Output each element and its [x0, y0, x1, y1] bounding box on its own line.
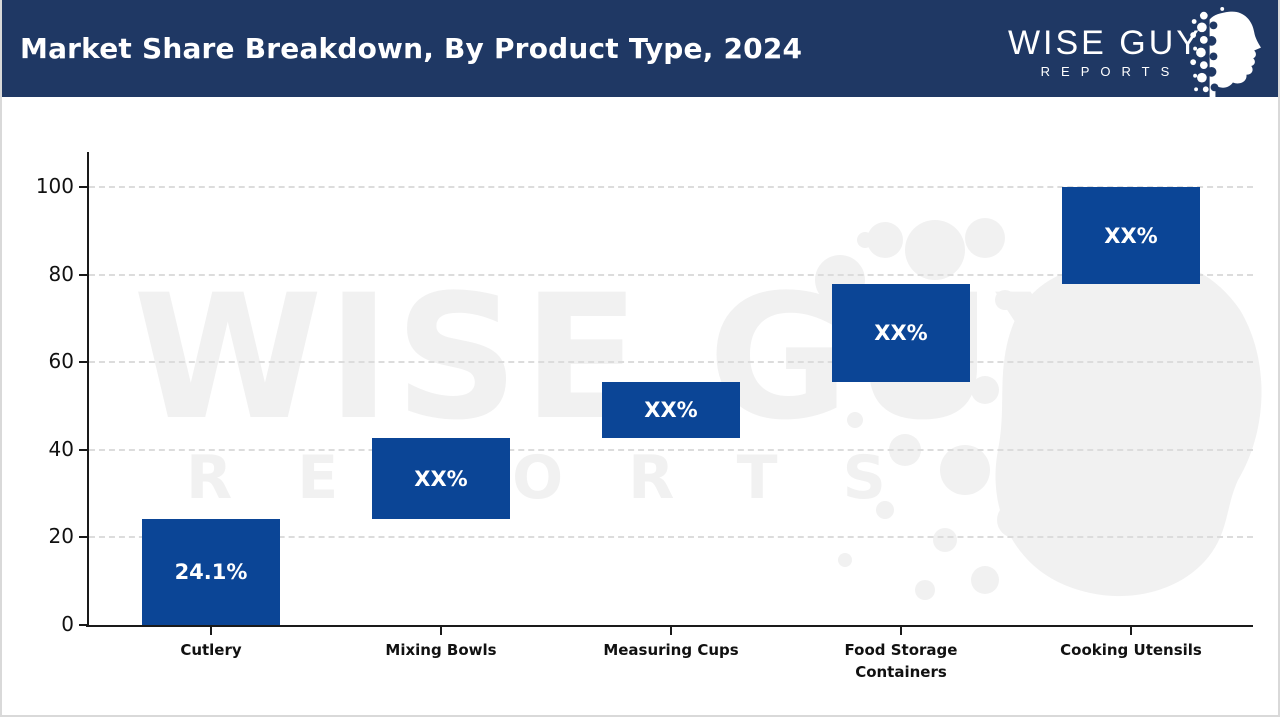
- bar-value-label: XX%: [644, 398, 698, 422]
- x-tick-mark-4: [1130, 627, 1132, 635]
- logo-reports-label: REPORTS: [1040, 64, 1181, 80]
- watermark-reports-text: REPORTS: [186, 443, 951, 513]
- y-tick-mark-80: [79, 274, 88, 276]
- bar-2: XX%: [602, 382, 740, 438]
- x-category-label-3: Food Storage Containers: [844, 641, 958, 681]
- y-tick-mark-0: [79, 624, 88, 626]
- y-tick-label-0: 0: [61, 612, 74, 636]
- y-tick-label-20: 20: [48, 524, 74, 548]
- y-tick-mark-60: [79, 361, 88, 363]
- y-tick-mark-20: [79, 536, 88, 538]
- bar-4: XX%: [1062, 187, 1200, 284]
- logo-dotted-face-icon: [1190, 6, 1261, 98]
- header-bar: Market Share Breakdown, By Product Type,…: [0, 0, 1280, 98]
- watermark-dotted-head-icon: [815, 218, 1262, 600]
- y-axis: [87, 152, 89, 627]
- x-category-label-0: Cutlery: [180, 641, 242, 659]
- y-tick-label-100: 100: [35, 174, 74, 198]
- bar-value-label: XX%: [414, 466, 468, 491]
- logo-brand-name: WISE GUY: [1007, 23, 1202, 62]
- x-category-label-2: Measuring Cups: [603, 641, 739, 659]
- x-category-label-1: Mixing Bowls: [385, 641, 497, 659]
- y-tick-mark-40: [79, 449, 88, 451]
- x-axis: [86, 625, 1253, 627]
- y-tick-label-80: 80: [48, 262, 74, 286]
- bar-0: 24.1%: [142, 519, 280, 625]
- wise-guy-logo: WISE GUY REPORTS: [1008, 6, 1270, 98]
- logo-text: WISE GUY REPORTS: [1007, 23, 1202, 80]
- x-tick-mark-0: [210, 627, 212, 635]
- x-tick-mark-1: [440, 627, 442, 635]
- bar-value-label: XX%: [874, 321, 928, 345]
- y-tick-mark-100: [79, 186, 88, 188]
- gridline-40: [89, 449, 1253, 451]
- bar-value-label: XX%: [1104, 223, 1158, 248]
- page-title: Market Share Breakdown, By Product Type,…: [20, 32, 803, 65]
- x-category-label-4: Cooking Utensils: [1060, 641, 1202, 659]
- y-tick-label-40: 40: [48, 437, 74, 461]
- gridline-20: [89, 536, 1253, 538]
- gridline-100: [89, 186, 1253, 188]
- x-tick-mark-2: [670, 627, 672, 635]
- gridline-60: [89, 361, 1253, 363]
- y-tick-label-60: 60: [48, 349, 74, 373]
- gridline-80: [89, 274, 1253, 276]
- x-tick-mark-3: [900, 627, 902, 635]
- bar-1: XX%: [372, 438, 510, 519]
- bar-value-label: 24.1%: [174, 560, 248, 584]
- bar-3: XX%: [832, 284, 970, 382]
